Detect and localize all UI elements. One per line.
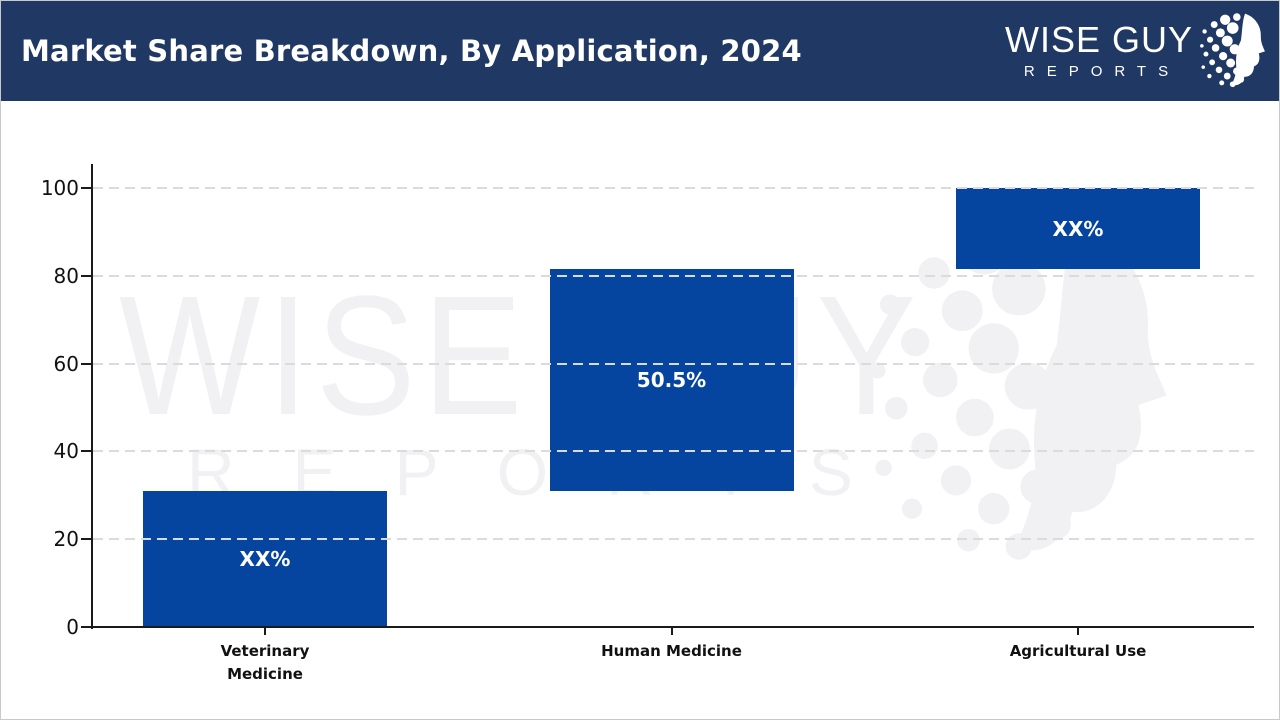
y-tick-label: 60 xyxy=(53,351,79,376)
watermark-wordmark: WISE GUY xyxy=(119,261,924,451)
logo-head-dots-icon xyxy=(1200,13,1265,88)
x-tick-label: Agricultural Use xyxy=(1009,642,1147,660)
y-tick-mark xyxy=(81,362,91,365)
header: Market Share Breakdown, By Application, … xyxy=(1,1,1279,101)
y-tick-label: 100 xyxy=(40,176,79,200)
bar xyxy=(143,490,387,627)
gridline xyxy=(93,362,1254,365)
y-tick-mark xyxy=(81,274,91,277)
x-axis-line xyxy=(91,626,1254,628)
x-tick-label: Human Medicine xyxy=(601,642,742,660)
y-tick-label: 20 xyxy=(53,527,79,552)
bar xyxy=(549,269,794,491)
gridline xyxy=(93,538,1254,541)
gridline xyxy=(93,187,1254,189)
bar xyxy=(956,188,1200,270)
y-tick-label: 40 xyxy=(53,439,79,464)
y-tick-mark xyxy=(81,626,91,628)
x-tick-label: Veterinary Medicine xyxy=(220,642,310,683)
logo-subtext: REPORTS xyxy=(1023,63,1181,80)
y-axis-line xyxy=(91,164,93,629)
logo-wordmark: WISE GUY xyxy=(1004,19,1193,60)
y-tick-mark xyxy=(81,538,91,541)
bar-value-label: 50.5% xyxy=(636,368,707,393)
x-tick-mark xyxy=(1077,628,1079,635)
y-tick-label: 0 xyxy=(66,615,79,639)
logo-text: WISE GUY REPORTS xyxy=(1004,19,1193,81)
page-title: Market Share Breakdown, By Application, … xyxy=(21,34,802,68)
bar-value-label: XX% xyxy=(1052,216,1104,241)
y-tick-mark xyxy=(81,450,91,453)
x-tick-mark xyxy=(670,628,673,635)
x-tick-mark xyxy=(264,628,266,635)
y-tick-label: 80 xyxy=(53,263,79,288)
chart-area: WISE GUY REPORTS 020406080100XX%Veterina… xyxy=(1,101,1279,719)
bar-value-label: XX% xyxy=(239,546,291,571)
gridline xyxy=(93,274,1254,277)
gridline xyxy=(93,450,1254,453)
y-tick-mark xyxy=(81,187,91,189)
wiseguy-logo: WISE GUY REPORTS xyxy=(1005,9,1267,93)
